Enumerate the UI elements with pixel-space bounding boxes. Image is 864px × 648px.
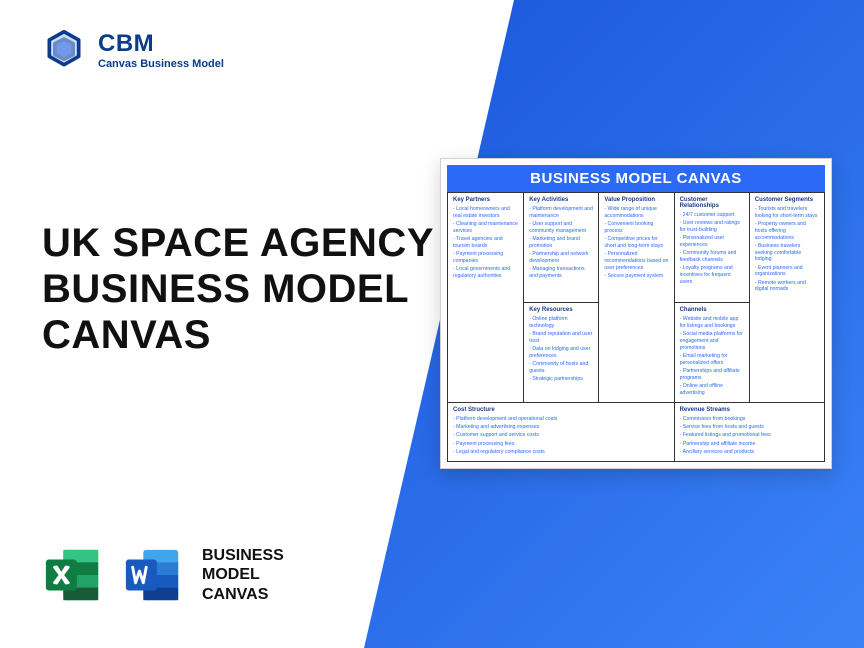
cell-item: - Event planners and organizations: [755, 265, 819, 279]
cell-item: - Property owners and hosts offering acc…: [755, 221, 819, 241]
cell-item: - Local governments and regulatory autho…: [453, 266, 518, 280]
cell-item: - Social media platforms for engagement …: [680, 331, 744, 351]
cell-heading: Customer Segments: [755, 197, 819, 203]
cell-item: - Customer support and service costs: [453, 432, 669, 439]
cell-item: - Local homeowners and real estate inves…: [453, 206, 518, 220]
cell-item: - Payment processing companies: [453, 251, 518, 265]
cell-item: - Data on lodging and user preferences: [529, 346, 593, 360]
cell-heading: Key Partners: [453, 197, 518, 203]
cell-key-resources: Key Resources - Online platform technolog…: [523, 302, 598, 402]
cell-heading: Customer Relationships: [680, 197, 744, 209]
cell-item: - User reviews and ratings for trust-bui…: [680, 220, 744, 234]
cell-item: - Partnership and network development: [529, 251, 593, 265]
cell-item: - Website and mobile app for listings an…: [680, 316, 744, 330]
cell-heading: Value Proposition: [604, 197, 668, 203]
cell-item: - Online and offline advertising: [680, 383, 744, 397]
headline-line-3: CANVAS: [42, 312, 434, 358]
apps-label-l1: BUSINESS: [202, 546, 284, 565]
cell-empty-2: [598, 302, 673, 402]
cell-item: - Ancillary services and products: [680, 449, 819, 456]
cell-customer-segments: Customer Segments - Tourists and traveler…: [749, 192, 824, 302]
cell-item: - Brand reputation and user trust: [529, 331, 593, 345]
cell-channels: Channels - Website and mobile app for lis…: [674, 302, 749, 402]
cell-item: - Managing transactions and payments: [529, 266, 593, 280]
excel-icon: [42, 544, 104, 606]
apps-label: BUSINESS MODEL CANVAS: [202, 546, 284, 604]
cell-heading: Revenue Streams: [680, 407, 819, 413]
cell-heading: Key Resources: [529, 307, 593, 313]
cell-item: - Personalized recommendations based on …: [604, 251, 668, 271]
headline-line-2: BUSINESS MODEL: [42, 266, 434, 312]
cell-item: - Convenient booking process: [604, 221, 668, 235]
cell-item: - Online platform technology: [529, 316, 593, 330]
cell-value-proposition: Value Proposition - Wide range of unique …: [598, 192, 673, 302]
cell-key-partners: Key Partners - Local homeowners and real …: [448, 192, 523, 302]
canvas-grid: Key Partners - Local homeowners and real …: [447, 192, 825, 462]
cell-item: - Marketing and advertising expenses: [453, 424, 669, 431]
apps-label-l2: MODEL: [202, 565, 284, 584]
cell-heading: Cost Structure: [453, 407, 669, 413]
cell-item: - Community forums and feedback channels: [680, 250, 744, 264]
cell-item: - Email marketing for personalized offer…: [680, 353, 744, 367]
cell-item: - Community of hosts and guests: [529, 361, 593, 375]
cbm-logo-icon: [42, 28, 86, 72]
cell-item: - Competitive prices for short and long-…: [604, 236, 668, 250]
cell-heading: Channels: [680, 307, 744, 313]
cell-item: - Platform development and operational c…: [453, 416, 669, 423]
cell-item: - Secure payment system: [604, 273, 668, 280]
brand-logo: CBM Canvas Business Model: [42, 28, 224, 72]
cell-item: - Legal and regulatory compliance costs: [453, 449, 669, 456]
cell-item: - Personalized user experiences: [680, 235, 744, 249]
cell-item: - Wide range of unique accommodations: [604, 206, 668, 220]
cell-item: - Commission from bookings: [680, 416, 819, 423]
cell-item: - Cleaning and maintenance services: [453, 221, 518, 235]
cell-item: - Partnership and affiliate income: [680, 441, 819, 448]
cell-item: - Platform development and maintenance: [529, 206, 593, 220]
page-headline: UK SPACE AGENCY BUSINESS MODEL CANVAS: [42, 220, 434, 358]
cell-cost-structure: Cost Structure - Platform development and…: [448, 402, 674, 461]
cell-item: - User support and community management: [529, 221, 593, 235]
apps-label-l3: CANVAS: [202, 585, 284, 604]
canvas-title: BUSINESS MODEL CANVAS: [447, 165, 825, 192]
brand-subtitle: Canvas Business Model: [98, 58, 224, 70]
headline-line-1: UK SPACE AGENCY: [42, 220, 434, 266]
cell-item: - Strategic partnerships: [529, 376, 593, 383]
cell-item: - Loyalty programs and incentives for fr…: [680, 265, 744, 285]
cell-empty-3: [749, 302, 824, 402]
cell-revenue-streams: Revenue Streams - Commission from booking…: [674, 402, 824, 461]
word-icon: [122, 544, 184, 606]
cell-item: - Remote workers and digital nomads: [755, 280, 819, 294]
cell-item: - Marketing and brand promotion: [529, 236, 593, 250]
cell-key-activities: Key Activities - Platform development and…: [523, 192, 598, 302]
cell-item: - Partnerships and affiliate programs: [680, 368, 744, 382]
apps-row: BUSINESS MODEL CANVAS: [42, 544, 284, 606]
cell-empty-1: [448, 302, 523, 402]
cell-item: - Tourists and travelers looking for sho…: [755, 206, 819, 220]
cell-item: - Business travelers seeking comfortable…: [755, 243, 819, 263]
cell-customer-relationships: Customer Relationships - 24/7 customer su…: [674, 192, 749, 302]
cell-item: - Payment processing fees: [453, 441, 669, 448]
cell-item: - Service fees from hosts and guests: [680, 424, 819, 431]
cell-heading: Key Activities: [529, 197, 593, 203]
canvas-preview-card: BUSINESS MODEL CANVAS Key Partners - Loca…: [440, 158, 832, 469]
cell-item: - Featured listings and promotional fees: [680, 432, 819, 439]
cell-item: - 24/7 customer support: [680, 212, 744, 219]
cell-item: - Travel agencies and tourism boards: [453, 236, 518, 250]
brand-name: CBM: [98, 30, 224, 58]
